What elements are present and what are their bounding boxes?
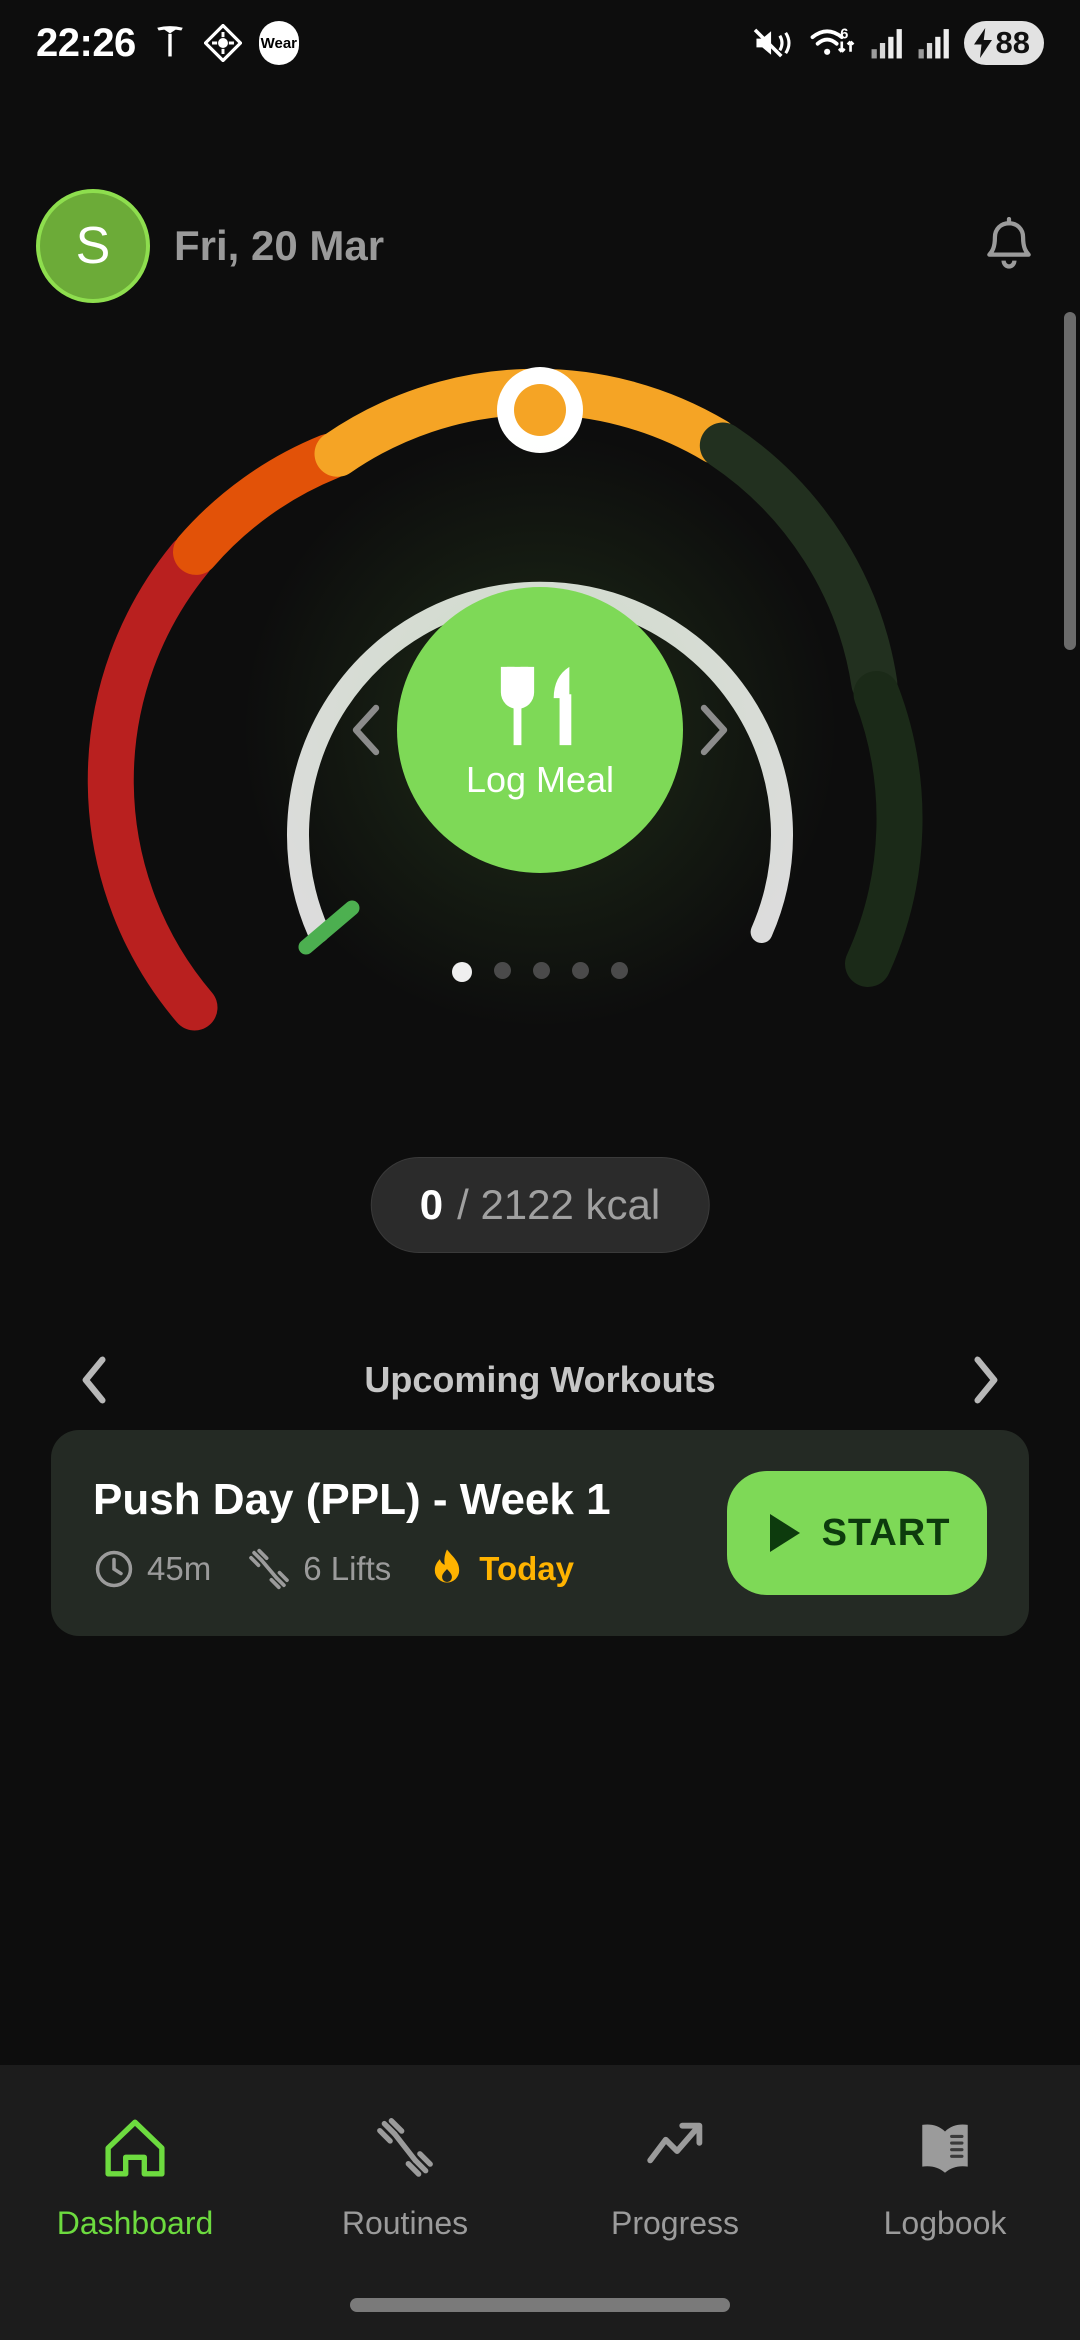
nav-label-logbook: Logbook — [883, 2205, 1007, 2241]
carousel-dots[interactable] — [0, 962, 1080, 982]
workout-lift-count: 6 Lifts — [247, 1547, 391, 1591]
chevron-right-icon — [974, 1356, 998, 1404]
workout-duration: 45m — [93, 1548, 211, 1590]
chevron-right-icon — [700, 704, 728, 756]
start-workout-label: START — [821, 1511, 951, 1554]
upcoming-workouts-title: Upcoming Workouts — [364, 1359, 716, 1400]
gauge-next-button[interactable] — [686, 702, 742, 758]
signal-bars-icon — [871, 29, 902, 59]
chevron-left-icon — [352, 704, 380, 756]
log-meal-button[interactable]: Log Meal — [397, 587, 683, 873]
gauge-prev-button[interactable] — [338, 702, 394, 758]
lightning-bolt-icon — [973, 28, 992, 58]
diamond-icon — [203, 24, 242, 62]
calorie-summary-pill[interactable]: 0 / 2122 kcal — [370, 1157, 710, 1253]
gauge-segment-dark-green-1 — [699, 422, 898, 707]
bell-icon — [987, 217, 1031, 269]
battery-charging-icon: 88 — [963, 21, 1044, 65]
clock-icon — [95, 1550, 133, 1588]
calorie-current-value: 0 — [419, 1181, 444, 1228]
gauge-segment-orange-red — [173, 433, 353, 575]
signal-bars-2-icon — [918, 29, 949, 59]
workout-card-info: Push Day (PPL) - Week 1 45m — [93, 1475, 727, 1591]
workout-meta: 45m 6 Lifts — [93, 1547, 727, 1591]
gauge-segment-dark-green-2 — [845, 671, 923, 987]
carousel-dot[interactable] — [572, 962, 589, 979]
avatar[interactable]: S — [36, 189, 150, 303]
nav-item-dashboard[interactable]: Dashboard — [0, 2117, 270, 2242]
workout-lift-count-label: 6 Lifts — [303, 1550, 392, 1587]
dumbbell-icon — [249, 1548, 290, 1590]
notifications-button[interactable] — [974, 211, 1044, 281]
status-bar: 22:26 Wear 6 — [0, 0, 1080, 86]
status-bar-left: 22:26 Wear — [36, 21, 299, 66]
nav-label-dashboard: Dashboard — [56, 2205, 214, 2241]
app-header: S Fri, 20 Mar — [0, 186, 1080, 306]
status-bar-right: 6 88 — [752, 21, 1044, 65]
carousel-dot[interactable] — [452, 962, 472, 982]
status-clock: 22:26 — [36, 20, 136, 65]
flame-icon — [435, 1549, 460, 1583]
carousel-dot[interactable] — [611, 962, 628, 979]
nav-label-progress: Progress — [610, 2205, 740, 2241]
upcoming-workout-card[interactable]: Push Day (PPL) - Week 1 45m — [51, 1430, 1029, 1636]
mute-vibrate-icon — [753, 28, 791, 58]
calorie-gauge: Log Meal — [0, 330, 1080, 1130]
calorie-goal-value: / 2122 kcal — [457, 1181, 661, 1228]
battery-level: 88 — [995, 25, 1030, 60]
log-meal-label: Log Meal — [465, 759, 615, 800]
carousel-dot[interactable] — [494, 962, 511, 979]
svg-text:6: 6 — [840, 27, 848, 43]
workout-schedule-badge: Today — [427, 1547, 574, 1591]
chevron-left-icon — [82, 1356, 106, 1404]
home-icon — [105, 2119, 165, 2177]
nav-item-logbook[interactable]: Logbook — [810, 2117, 1080, 2242]
nav-item-progress[interactable]: Progress — [540, 2117, 810, 2242]
carousel-dot[interactable] — [533, 962, 550, 979]
tesla-icon — [157, 26, 183, 57]
workout-duration-label: 45m — [147, 1550, 212, 1587]
fork-knife-icon — [500, 666, 572, 746]
start-workout-button[interactable]: START — [727, 1471, 987, 1595]
page-title: Fri, 20 Mar — [174, 222, 385, 269]
bottom-navigation: Dashboard Routines Progress — [0, 2065, 1080, 2340]
page-scrollbar[interactable] — [1064, 312, 1076, 650]
book-icon — [922, 2124, 968, 2173]
wear-icon: Wear — [258, 21, 299, 65]
dumbbell-icon — [377, 2118, 433, 2177]
play-icon — [769, 1514, 800, 1552]
upcoming-prev-button[interactable] — [70, 1355, 120, 1405]
trending-up-icon — [647, 2122, 703, 2164]
wifi-6-icon: 6 — [810, 27, 854, 55]
upcoming-workouts-header: Upcoming Workouts — [0, 1340, 1080, 1420]
home-indicator[interactable] — [350, 2298, 730, 2312]
nav-label-routines: Routines — [341, 2205, 469, 2241]
workout-schedule-label: Today — [479, 1550, 574, 1587]
nav-item-routines[interactable]: Routines — [270, 2117, 540, 2242]
gauge-marker-dot — [497, 367, 583, 453]
gauge-progress-tick — [298, 900, 360, 955]
gauge-segment-crimson — [87, 535, 218, 1031]
workout-title: Push Day (PPL) - Week 1 — [93, 1475, 611, 1524]
upcoming-next-button[interactable] — [960, 1355, 1010, 1405]
